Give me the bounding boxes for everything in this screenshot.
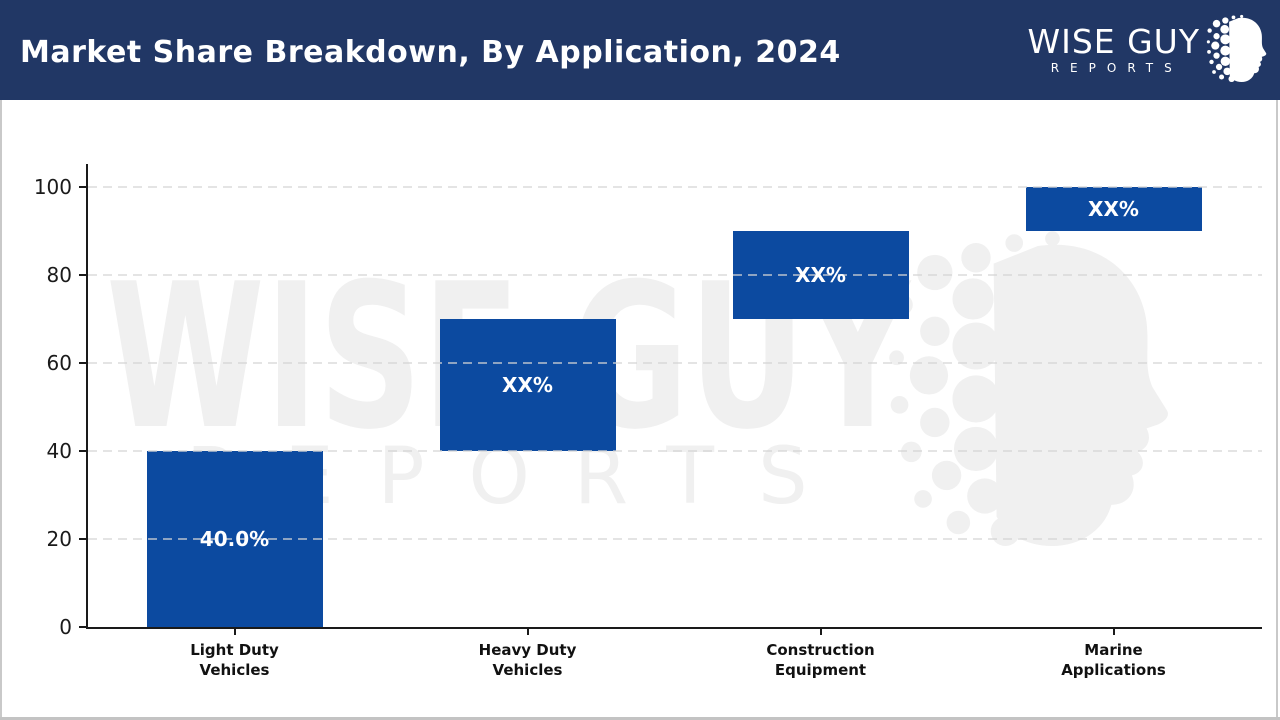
page-border-bottom xyxy=(0,717,1280,720)
y-tick-60 xyxy=(79,362,86,364)
gridline-20 xyxy=(88,538,1262,540)
bar-value-label-1: 40.0% xyxy=(199,527,270,551)
bar-value-label-4: XX% xyxy=(1088,197,1139,221)
y-tick-0 xyxy=(79,626,86,628)
wiseguy-logo: WISE GUY REPORTS xyxy=(1027,6,1268,94)
gridline-80 xyxy=(88,274,1262,276)
y-tick-label-20: 20 xyxy=(46,527,72,551)
gridline-60 xyxy=(88,362,1262,364)
x-category-label-4: Marine Applications xyxy=(1061,641,1166,680)
y-axis-line xyxy=(86,164,88,629)
logo-text: WISE GUY REPORTS xyxy=(1027,25,1200,75)
y-tick-label-80: 80 xyxy=(46,263,72,287)
y-tick-label-40: 40 xyxy=(46,439,72,463)
y-tick-80 xyxy=(79,274,86,276)
y-tick-100 xyxy=(79,186,86,188)
x-category-label-2: Heavy Duty Vehicles xyxy=(478,641,577,680)
y-tick-label-60: 60 xyxy=(46,351,72,375)
chart-bar-2 xyxy=(439,319,616,451)
page-border-left xyxy=(0,100,2,720)
x-axis-line xyxy=(86,627,1262,629)
y-tick-40 xyxy=(79,450,86,452)
bar-value-label-2: XX% xyxy=(502,373,553,397)
page-border-right xyxy=(1276,100,1278,720)
header-bar: Market Share Breakdown, By Application, … xyxy=(0,0,1280,100)
y-tick-20 xyxy=(79,538,86,540)
y-tick-label-0: 0 xyxy=(59,615,72,639)
logo-wordmark: WISE GUY xyxy=(1027,22,1200,62)
chart-title: Market Share Breakdown, By Application, … xyxy=(20,35,841,70)
logo-face-icon xyxy=(1206,14,1267,82)
x-category-label-3: Construction Equipment xyxy=(766,641,875,680)
gridline-40 xyxy=(88,450,1262,452)
x-category-label-1: Light Duty Vehicles xyxy=(190,641,279,680)
x-tick-3 xyxy=(819,629,822,635)
y-tick-label-100: 100 xyxy=(33,175,72,199)
chart-bar-4 xyxy=(1025,187,1202,231)
x-tick-4 xyxy=(1112,629,1115,635)
bar-value-label-3: XX% xyxy=(795,263,846,287)
logo-reports-label: REPORTS xyxy=(1050,60,1183,75)
x-tick-1 xyxy=(233,629,236,635)
gridline-100 xyxy=(88,186,1262,188)
x-tick-2 xyxy=(526,629,529,635)
